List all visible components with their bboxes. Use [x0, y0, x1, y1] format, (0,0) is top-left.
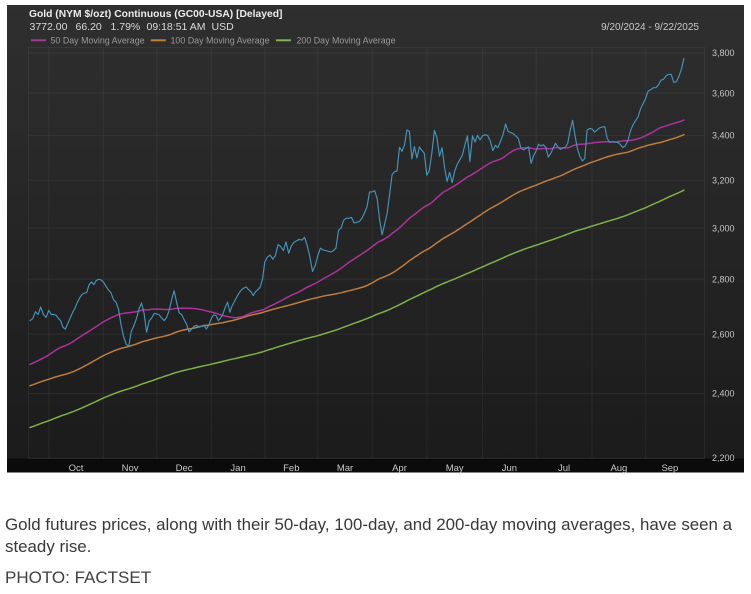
svg-text:May: May — [446, 463, 464, 474]
svg-text:3,200: 3,200 — [712, 176, 735, 186]
svg-text:3,400: 3,400 — [712, 131, 735, 141]
svg-text:Sep: Sep — [661, 463, 678, 474]
svg-text:9/20/2024 - 9/22/2025: 9/20/2024 - 9/22/2025 — [601, 22, 699, 33]
svg-text:3,800: 3,800 — [712, 48, 735, 58]
svg-text:2,600: 2,600 — [712, 329, 735, 339]
svg-text:50 Day Moving Average: 50 Day Moving Average — [51, 35, 145, 45]
svg-text:Dec: Dec — [176, 463, 193, 474]
svg-text:2,800: 2,800 — [712, 275, 735, 285]
svg-text:100 Day Moving Average: 100 Day Moving Average — [171, 35, 270, 45]
svg-text:3,600: 3,600 — [712, 88, 735, 98]
svg-text:1.79%: 1.79% — [111, 21, 141, 33]
svg-text:Mar: Mar — [337, 463, 353, 474]
svg-text:09:18:51 AM: 09:18:51 AM — [147, 21, 206, 33]
svg-text:Gold (NYM $/ozt) Continuous (G: Gold (NYM $/ozt) Continuous (GC00-USA) [… — [29, 9, 282, 20]
svg-text:USD: USD — [212, 21, 235, 33]
svg-text:Jan: Jan — [230, 463, 245, 474]
svg-text:3772.00: 3772.00 — [30, 21, 68, 33]
svg-text:2,200: 2,200 — [712, 453, 735, 463]
svg-text:Feb: Feb — [283, 463, 299, 474]
svg-text:66.20: 66.20 — [76, 21, 102, 33]
svg-text:200 Day Moving Average: 200 Day Moving Average — [297, 35, 396, 45]
svg-text:2,400: 2,400 — [712, 389, 735, 399]
svg-text:3,000: 3,000 — [712, 223, 735, 233]
svg-text:Nov: Nov — [122, 463, 139, 474]
svg-text:Jul: Jul — [558, 463, 570, 474]
svg-text:Apr: Apr — [392, 463, 407, 474]
svg-text:Oct: Oct — [69, 463, 84, 474]
svg-text:Jun: Jun — [502, 463, 517, 474]
svg-text:Aug: Aug — [610, 463, 627, 474]
